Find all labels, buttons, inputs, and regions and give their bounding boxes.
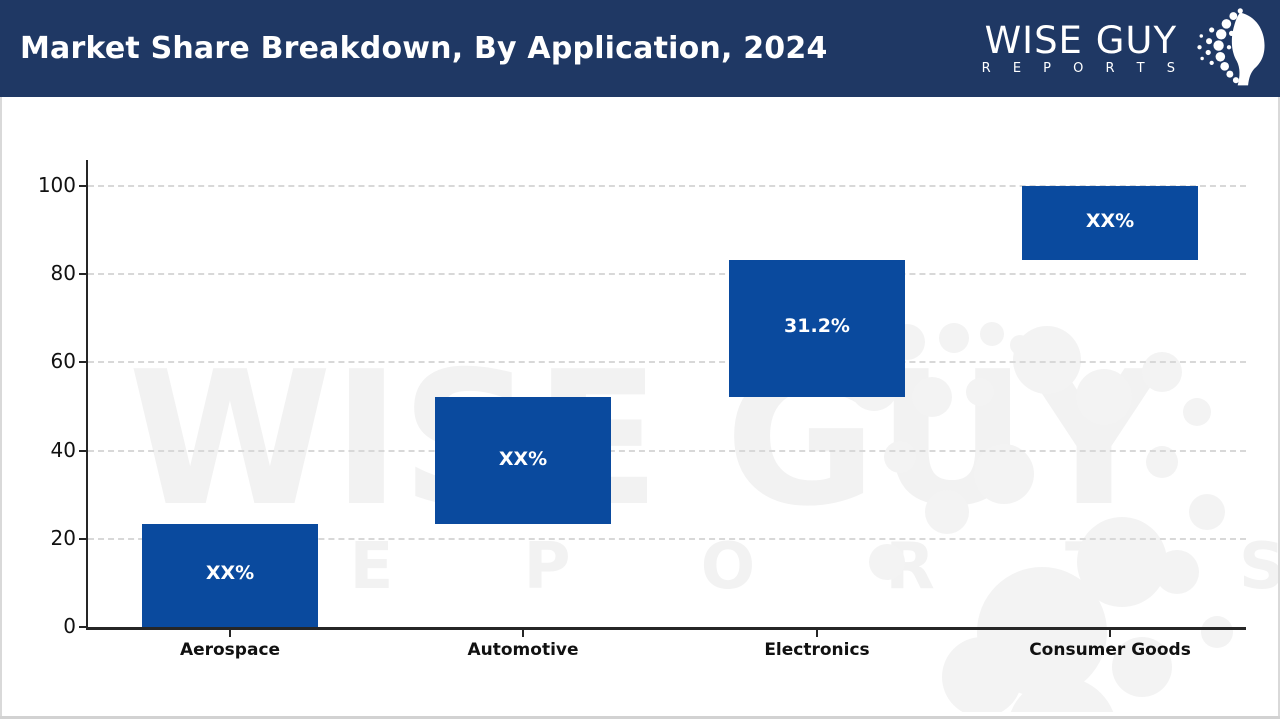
y-tick-label: 80	[50, 261, 76, 286]
y-tick-mark	[79, 449, 87, 452]
brand-logo: WISE GUY R E P O R T S	[978, 8, 1268, 90]
logo-brand-subtitle: R E P O R T S	[981, 61, 1184, 77]
y-tick-label: 60	[50, 349, 76, 374]
waterfall-chart: 0 20 40 60 80 100 XX% Aerospace XX% Automotive 31.…	[37, 160, 1246, 660]
gridline-100	[88, 185, 1246, 187]
header-bar: Market Share Breakdown, By Application, …	[0, 0, 1280, 97]
bar-aerospace	[142, 523, 318, 627]
brand-logo-text: WISE GUY R E P O R T S	[978, 18, 1184, 77]
y-tick-label: 0	[63, 614, 76, 638]
category-label: Consumer Goods	[1029, 640, 1191, 660]
y-tick-mark	[79, 185, 87, 187]
logo-face-icon	[1197, 8, 1265, 86]
y-tick-mark	[79, 273, 87, 276]
x-axis-line	[86, 627, 1246, 630]
watermark-face-icon	[850, 322, 1233, 712]
bar-electronics	[729, 259, 905, 398]
bar-value-label: XX%	[205, 562, 255, 585]
watermark-text-line1: WISE GUY	[128, 331, 1161, 547]
gridline-20	[88, 537, 1246, 540]
x-tick-mark	[816, 630, 818, 637]
y-axis-line	[86, 160, 88, 627]
x-tick-mark	[1109, 630, 1111, 637]
category-label: Automotive	[467, 640, 579, 660]
gridline-80	[88, 273, 1246, 276]
gridline-40	[88, 449, 1246, 452]
bottom-border	[0, 716, 1280, 719]
logo-brand-name: WISE GUY	[984, 18, 1178, 62]
y-tick-mark	[79, 626, 87, 628]
bar-value-label: XX%	[1085, 209, 1135, 232]
x-tick-mark	[522, 630, 524, 637]
x-tick-mark	[229, 630, 231, 637]
page-title: Market Share Breakdown, By Application, …	[20, 31, 828, 66]
category-label: Electronics	[764, 640, 870, 660]
category-label: Aerospace	[179, 640, 281, 660]
bar-automotive	[435, 397, 611, 524]
gridline-60	[88, 361, 1246, 364]
bar-consumer-goods	[1022, 186, 1198, 260]
bar-value-label: 31.2%	[784, 315, 850, 338]
bar-value-label: XX%	[498, 447, 548, 470]
y-tick-mark	[79, 537, 87, 540]
y-tick-label: 40	[50, 437, 76, 462]
y-tick-label: 100	[37, 173, 76, 197]
y-tick-mark	[79, 361, 87, 364]
y-tick-label: 20	[50, 525, 76, 550]
